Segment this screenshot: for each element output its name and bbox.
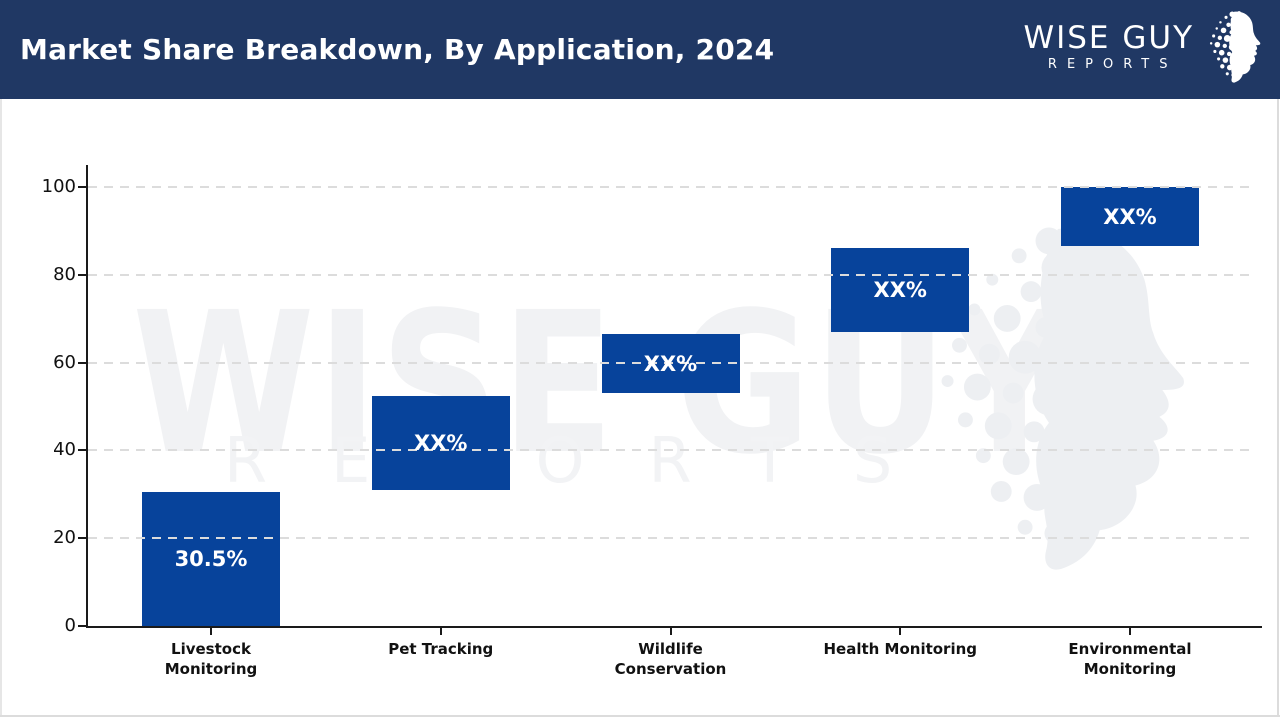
- y-axis-spine: [86, 165, 88, 628]
- bar-value-label-0: 30.5%: [174, 547, 248, 572]
- y-tick-label-20: 20: [53, 527, 76, 549]
- y-tick-label-60: 60: [53, 351, 76, 373]
- x-tick-mark-3: [899, 628, 902, 635]
- x-tick-mark-2: [669, 628, 672, 635]
- logo-head-icon: [1209, 11, 1261, 83]
- y-tick-mark-20: [78, 537, 86, 540]
- bar-2: [601, 334, 740, 394]
- bar-4: [1061, 187, 1199, 247]
- bar-value-label-1: XX%: [414, 430, 468, 455]
- x-tick-mark-4: [1129, 628, 1131, 635]
- bar-1: [371, 395, 510, 490]
- left-border: [0, 99, 2, 716]
- bar-0: [142, 492, 280, 626]
- x-tick-mark-1: [439, 628, 442, 635]
- right-border: [1277, 99, 1279, 716]
- category-label-0: Livestock Monitoring: [164, 640, 258, 678]
- watermark-reports-text: REPORTS: [224, 424, 957, 497]
- page-title: Market Share Breakdown, By Application, …: [20, 33, 775, 66]
- bar-value-label-3: XX%: [873, 278, 927, 303]
- category-label-2: Wildlife Conservation: [614, 640, 727, 678]
- bar-3: [831, 248, 970, 332]
- x-axis-spine: [86, 626, 1262, 628]
- gridline-40: [88, 449, 1253, 452]
- y-tick-mark-60: [78, 361, 86, 364]
- watermark-head-logo-icon: [941, 225, 1184, 570]
- gridline-100: [88, 186, 1253, 188]
- bottom-border: [0, 715, 1280, 717]
- y-tick-label-40: 40: [53, 439, 76, 461]
- bar-value-label-4: XX%: [1103, 204, 1157, 229]
- y-tick-mark-0: [78, 625, 86, 627]
- y-tick-label-80: 80: [53, 263, 76, 285]
- x-tick-mark-0: [210, 628, 212, 635]
- y-tick-mark-100: [78, 186, 86, 188]
- logo-reports-label: REPORTS: [1047, 57, 1178, 73]
- logo-wiseguy-label: WISE GUY: [1023, 19, 1194, 56]
- logo-text: WISE GUY REPORTS: [1023, 21, 1194, 72]
- wise-guy-reports-logo: WISE GUY REPORTS: [1023, 7, 1262, 86]
- gridline-80: [88, 273, 1253, 276]
- y-tick-label-100: 100: [41, 176, 76, 197]
- y-tick-mark-40: [78, 449, 86, 452]
- bar-value-label-2: XX%: [643, 351, 698, 376]
- y-tick-label-0: 0: [64, 615, 76, 636]
- gridline-60: [88, 361, 1253, 364]
- header-bar: Market Share Breakdown, By Application, …: [0, 0, 1280, 99]
- category-label-3: Health Monitoring: [823, 640, 978, 658]
- category-label-4: Environmental Monitoring: [1068, 640, 1192, 678]
- category-label-1: Pet Tracking: [388, 640, 494, 658]
- y-tick-mark-80: [78, 273, 86, 276]
- gridline-20: [88, 537, 1253, 540]
